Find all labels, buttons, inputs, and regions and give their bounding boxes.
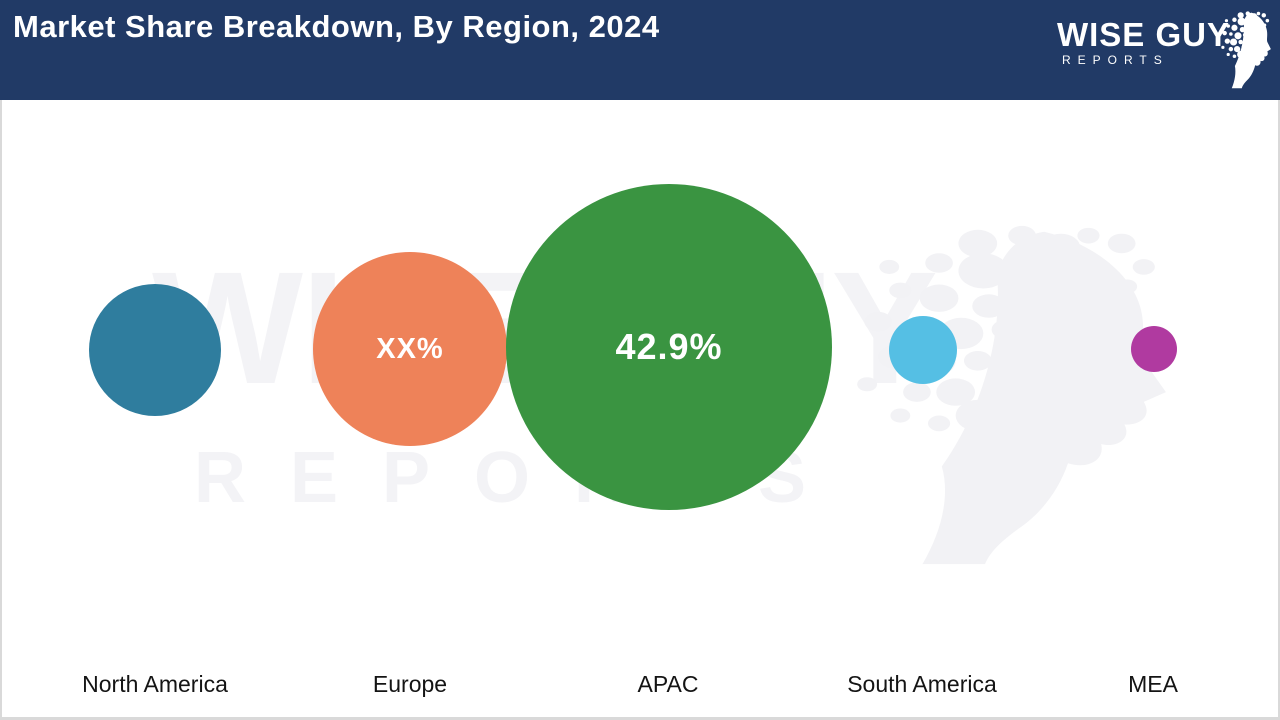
chart-area: WISE GUY REPORTS XX% 42.9% North America… bbox=[0, 100, 1280, 720]
category-label-north-america: North America bbox=[82, 671, 228, 697]
wise-guy-logo: WISE GUY REPORTS bbox=[1057, 10, 1274, 90]
dotted-head-icon bbox=[1221, 11, 1271, 89]
bubble-europe: XX% bbox=[313, 252, 507, 446]
logo-subtitle: REPORTS bbox=[1061, 52, 1169, 67]
header-bar: Market Share Breakdown, By Region, 2024 … bbox=[0, 0, 1280, 100]
bubble-value-label-apac: 42.9% bbox=[615, 326, 723, 367]
bubble-mea bbox=[1131, 326, 1177, 372]
bubble-north-america bbox=[89, 284, 221, 416]
watermark-head-icon bbox=[857, 225, 1166, 565]
logo-wordmark: WISE GUY bbox=[1056, 16, 1230, 53]
category-label-mea: MEA bbox=[1128, 671, 1178, 697]
bubble-apac: 42.9% bbox=[506, 184, 832, 510]
page-title: Market Share Breakdown, By Region, 2024 bbox=[13, 9, 660, 44]
bubble-south-america bbox=[889, 316, 957, 384]
category-label-south-america: South America bbox=[847, 671, 997, 697]
category-label-apac: APAC bbox=[637, 671, 699, 697]
bubble-value-label-europe: XX% bbox=[376, 332, 444, 365]
category-label-europe: Europe bbox=[372, 671, 448, 697]
logo-text: WISE GUY REPORTS bbox=[1056, 16, 1230, 67]
